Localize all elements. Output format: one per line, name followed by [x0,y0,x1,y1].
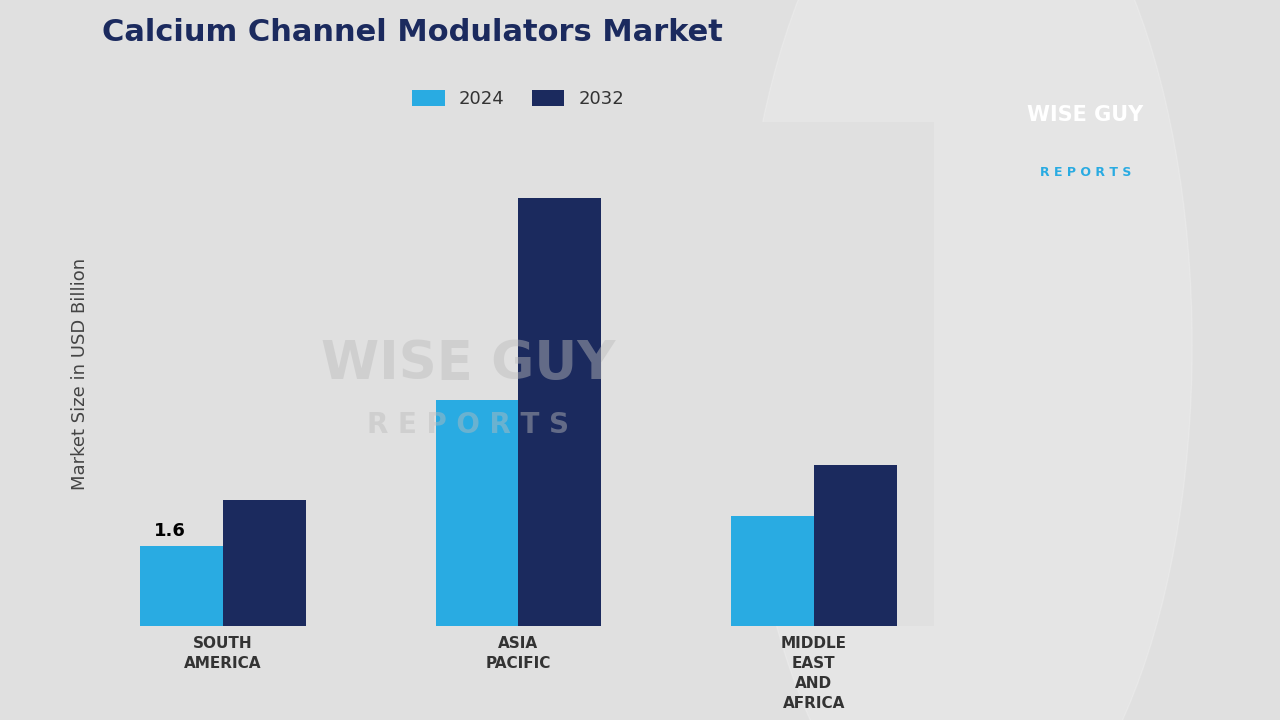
Text: WISE GUY: WISE GUY [321,338,616,390]
Text: WISE GUY: WISE GUY [1028,105,1144,125]
Text: R E P O R T S: R E P O R T S [1039,166,1132,179]
Text: 1.6: 1.6 [154,522,186,540]
Bar [814,465,896,626]
Bar [141,546,223,626]
Text: R E P O R T S: R E P O R T S [367,411,570,438]
Y-axis label: Market Size in USD Billion: Market Size in USD Billion [70,258,88,490]
Bar [518,198,602,626]
Bar [731,516,814,626]
Circle shape [741,0,1192,720]
Text: Calcium Channel Modulators Market: Calcium Channel Modulators Market [102,18,723,47]
Legend: 2024, 2032: 2024, 2032 [403,81,634,117]
Bar [435,400,518,626]
Bar [223,500,306,626]
